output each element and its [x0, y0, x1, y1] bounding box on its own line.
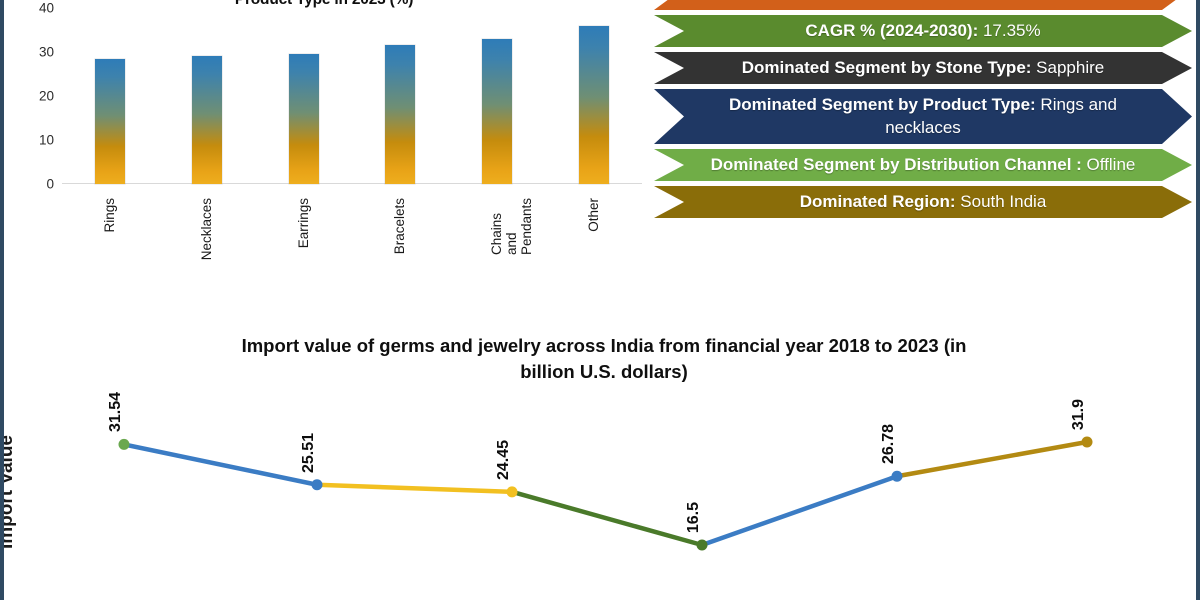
line-chart-marker: [891, 470, 903, 482]
bar-chart-bar: [385, 45, 416, 184]
line-chart-segment: [509, 489, 705, 548]
bar-chart-bar: [578, 26, 609, 184]
bar-chart-category-label: Earrings: [295, 198, 311, 249]
bar-chart-baseline: [62, 183, 642, 184]
banner-dominated-stone-type: Dominated Segment by Stone Type: Sapphir…: [654, 52, 1192, 84]
bar-chart-category-label: Rings: [102, 198, 118, 233]
line-chart-plot-area: [118, 436, 1093, 551]
line-chart-value-label: 16.5: [685, 501, 702, 533]
bar-chart-category-label: Necklaces: [199, 198, 214, 261]
banner-dominated-distribution-channel: Dominated Segment by Distribution Channe…: [654, 149, 1192, 181]
bar-chart-bar: [95, 58, 126, 184]
line-chart-marker: [311, 479, 323, 491]
banner-top-orange-clipped: [654, 0, 1192, 10]
line-chart-segment: [894, 439, 1090, 479]
bar-chart-bar: [288, 54, 319, 184]
line-chart-marker: [506, 486, 518, 498]
bar-chart-y-tick: 10: [38, 132, 54, 148]
bar-chart-y-tick: 40: [38, 0, 54, 16]
line-chart-value-label: 24.45: [495, 439, 512, 480]
key-findings-banner-stack: CAGR % (2024-2030): 17.35% Dominated Segm…: [654, 0, 1192, 223]
line-chart-value-label: 26.78: [880, 424, 897, 465]
bar-chart-category-label: Bracelets: [392, 198, 408, 255]
banner-label: Dominated Segment by Stone Type:: [741, 58, 1032, 77]
bar-chart-panel: Product Type in 2023 (%) 0 10 20 30 40 Rings N…: [4, 0, 659, 300]
banner-cagr: CAGR % (2024-2030): 17.35%: [654, 15, 1192, 47]
banner-label: Dominated Segment by Product Type:: [729, 95, 1036, 114]
line-chart-panel: Import value of germs and jewelry across…: [4, 305, 1196, 600]
banner-value: Rings and necklaces: [885, 95, 1117, 137]
banner-value: South India: [955, 192, 1047, 211]
line-chart-marker: [118, 438, 130, 450]
line-chart-marker: [1081, 436, 1093, 448]
bar-chart-category-label: Chains and Pendants: [489, 198, 534, 256]
banner-value: 17.35%: [978, 21, 1041, 40]
bar-chart-y-tick: 30: [38, 44, 54, 60]
bar-chart-bar: [482, 38, 512, 184]
bar-chart-bar: [192, 56, 222, 184]
line-chart-value-label: 31.54: [107, 392, 124, 433]
banner-dominated-region: Dominated Region: South India: [654, 186, 1192, 218]
line-chart-segment: [314, 482, 515, 495]
line-chart-marker: [696, 539, 708, 551]
banner-label: CAGR % (2024-2030):: [805, 21, 979, 40]
bar-chart-y-tick: 20: [38, 88, 54, 104]
line-chart-segment: [699, 473, 900, 548]
banner-value: Sapphire: [1031, 58, 1105, 77]
line-chart-title: Import value of germs and jewelry across…: [241, 335, 967, 382]
bar-chart-y-tick: 0: [46, 176, 54, 192]
line-chart-segment: [121, 442, 320, 487]
bar-chart-title: Product Type in 2023 (%): [64, 0, 584, 9]
banner-label: Dominated Segment by Distribution Channe…: [710, 155, 1082, 174]
line-chart-value-label: 31.9: [1070, 398, 1087, 430]
banner-label: Dominated Region:: [799, 192, 956, 211]
bar-chart-category-label: Other: [585, 198, 601, 232]
bar-chart-plot-area: 0 10 20 30 40 Rings Necklaces Earrings Bracelets…: [39, 1, 642, 260]
banner-dominated-product-type: Dominated Segment by Product Type: Rings…: [654, 89, 1192, 144]
line-chart-value-label: 25.51: [300, 432, 317, 473]
banner-value: Offline: [1081, 155, 1136, 174]
